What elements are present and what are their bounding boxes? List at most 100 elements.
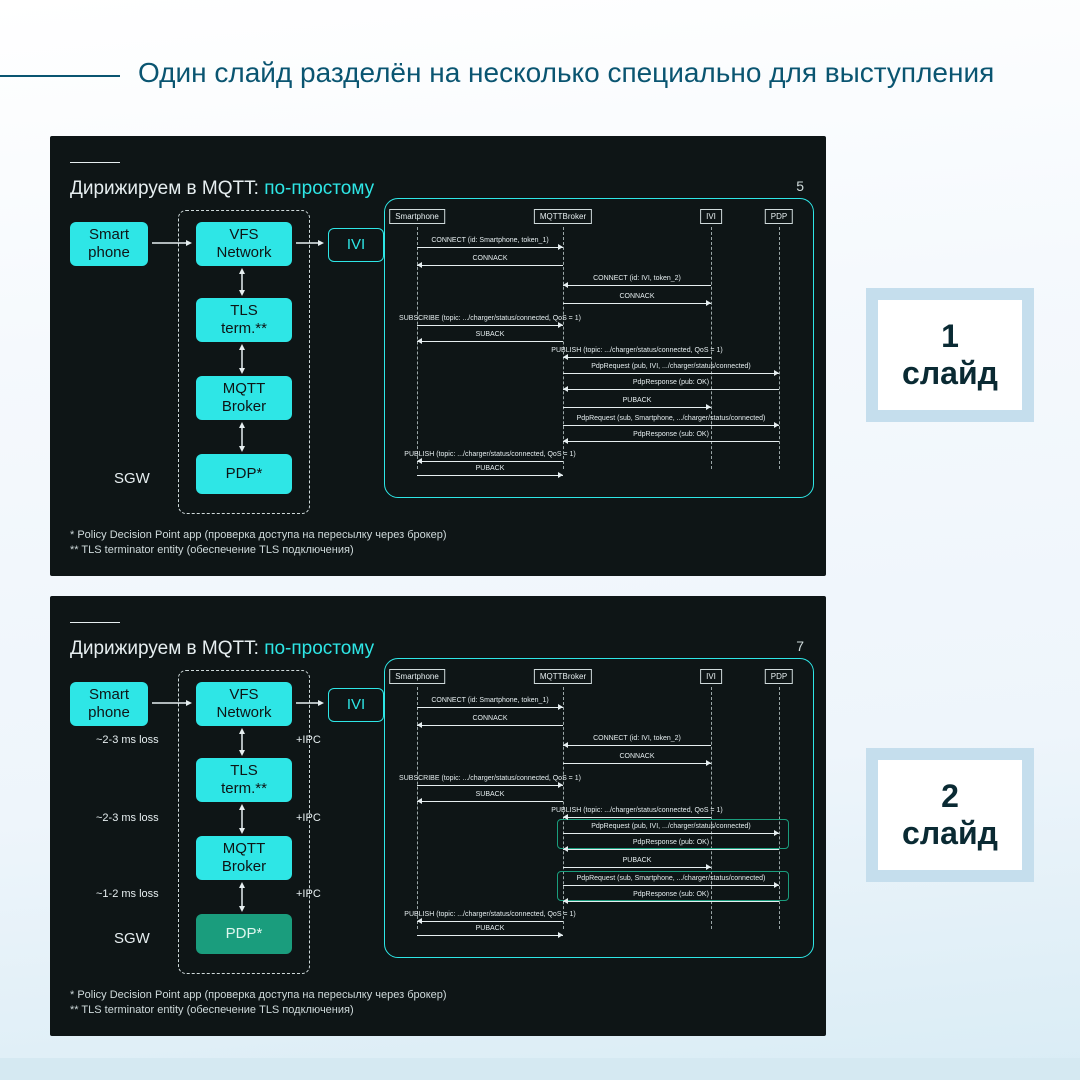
slide-page-number: 7	[796, 638, 804, 654]
flow-box-pdp: PDP*	[196, 914, 292, 954]
slide-title-accent: по-простому	[264, 638, 374, 659]
sequence-message: PdpResponse (pub: OK)	[563, 841, 779, 853]
sequence-message-label: PUBACK	[476, 465, 505, 472]
sequence-actor: Smartphone	[389, 669, 445, 684]
flow-arrow	[152, 696, 192, 714]
badge-slide-2: 2 слайд	[866, 748, 1034, 882]
flow-arrow	[236, 882, 248, 917]
footnotes: * Policy Decision Point app (проверка до…	[70, 528, 447, 558]
sequence-message-label: PdpResponse (pub: OK)	[633, 839, 709, 846]
sequence-message-label: SUBSCRIBE (topic: .../charger/status/con…	[399, 775, 581, 782]
sequence-message: CONNACK	[563, 755, 711, 767]
annotation-right: +IPC	[296, 812, 321, 824]
sequence-actor: PDP	[765, 669, 793, 684]
badge-slide-1: 1 слайд	[866, 288, 1034, 422]
sequence-message-label: PdpResponse (sub: OK)	[633, 891, 709, 898]
sequence-message-label: CONNACK	[472, 255, 507, 262]
page-title: Один слайд разделён на несколько специал…	[138, 57, 994, 89]
flow-arrow	[296, 696, 324, 714]
sequence-message: PdpResponse (sub: OK)	[563, 893, 779, 905]
flow-box-vfs: VFSNetwork	[196, 222, 292, 266]
sequence-message-label: PUBACK	[623, 857, 652, 864]
slide-title: Дирижируем в MQTT: по-простому	[70, 178, 374, 200]
badge-word: слайд	[902, 355, 998, 392]
sequence-message-label: CONNECT (id: Smartphone, token_1)	[431, 697, 548, 704]
flow-arrow	[236, 268, 248, 301]
sequence-message: PUBACK	[417, 927, 563, 939]
sequence-message-label: CONNECT (id: IVI, token_2)	[593, 735, 681, 742]
sequence-message-label: PUBLISH (topic: .../charger/status/conne…	[404, 911, 575, 918]
flow-box-ivi: IVI	[328, 688, 384, 722]
flow-box-pdp: PDP*	[196, 454, 292, 494]
sequence-message-label: CONNECT (id: IVI, token_2)	[593, 275, 681, 282]
sequence-message: PdpResponse (pub: OK)	[563, 381, 779, 393]
flow-arrow	[236, 344, 248, 379]
sequence-message: CONNACK	[417, 257, 563, 269]
sequence-diagram-slide-2: SmartphoneMQTTBrokerIVIPDPCONNECT (id: S…	[384, 658, 814, 958]
sequence-message-label: CONNACK	[472, 715, 507, 722]
slide-title-prefix: Дирижируем в MQTT:	[70, 178, 264, 199]
sequence-message-label: PdpRequest (sub, Smartphone, .../charger…	[577, 415, 766, 422]
sequence-message-label: PUBLISH (topic: .../charger/status/conne…	[551, 807, 722, 814]
sequence-message-label: PdpResponse (sub: OK)	[633, 431, 709, 438]
sequence-message: SUBACK	[417, 793, 563, 805]
sgw-label: SGW	[114, 930, 150, 947]
sequence-message: PUBLISH (topic: .../charger/status/conne…	[563, 349, 711, 361]
flow-box-smartphone: Smartphone	[70, 682, 148, 726]
slide-divider	[70, 622, 120, 623]
sgw-label: SGW	[114, 470, 150, 487]
sequence-message-label: PUBLISH (topic: .../charger/status/conne…	[551, 347, 722, 354]
footnote-line: ** TLS terminator entity (обеспечение TL…	[70, 543, 447, 558]
flow-arrow	[236, 728, 248, 761]
badge-number: 1	[941, 318, 959, 355]
annotation-left: ~1-2 ms loss	[96, 888, 159, 900]
sequence-actor: Smartphone	[389, 209, 445, 224]
sequence-message: CONNECT (id: IVI, token_2)	[563, 737, 711, 749]
sequence-message-label: CONNACK	[619, 753, 654, 760]
sequence-message: PdpRequest (sub, Smartphone, .../charger…	[563, 417, 779, 429]
footnote-line: * Policy Decision Point app (проверка до…	[70, 528, 447, 543]
sequence-message: SUBSCRIBE (topic: .../charger/status/con…	[417, 777, 563, 789]
sequence-message-label: CONNACK	[619, 293, 654, 300]
sequence-message-label: CONNECT (id: Smartphone, token_1)	[431, 237, 548, 244]
sequence-message: PUBACK	[563, 859, 711, 871]
sequence-message: SUBSCRIBE (topic: .../charger/status/con…	[417, 317, 563, 329]
sequence-message-label: PdpRequest (pub, IVI, .../charger/status…	[591, 823, 751, 830]
sequence-diagram-slide-1: SmartphoneMQTTBrokerIVIPDPCONNECT (id: S…	[384, 198, 814, 498]
sequence-message: PdpResponse (sub: OK)	[563, 433, 779, 445]
sequence-actor: IVI	[700, 669, 722, 684]
sequence-message-label: SUBACK	[476, 331, 505, 338]
header-divider-line	[0, 75, 120, 77]
footnotes: * Policy Decision Point app (проверка до…	[70, 988, 447, 1018]
sequence-message: SUBACK	[417, 333, 563, 345]
lifeline	[779, 227, 780, 469]
sequence-message: PdpRequest (sub, Smartphone, .../charger…	[563, 877, 779, 889]
sequence-message: CONNECT (id: Smartphone, token_1)	[417, 239, 563, 251]
flow-arrow	[152, 236, 192, 254]
annotation-right: +IPC	[296, 734, 321, 746]
sequence-message-label: SUBACK	[476, 791, 505, 798]
sequence-message-label: PUBACK	[476, 925, 505, 932]
flow-arrow	[296, 236, 324, 254]
flow-arrow	[236, 422, 248, 457]
sequence-message: PUBLISH (topic: .../charger/status/conne…	[563, 809, 711, 821]
flow-box-vfs: VFSNetwork	[196, 682, 292, 726]
slide-title-prefix: Дирижируем в MQTT:	[70, 638, 264, 659]
slide-card-1: Дирижируем в MQTT: по-простому 5 Smartph…	[50, 136, 826, 576]
sequence-message: CONNECT (id: Smartphone, token_1)	[417, 699, 563, 711]
badge-number: 2	[941, 778, 959, 815]
sequence-message-label: PUBACK	[623, 397, 652, 404]
sequence-message: PdpRequest (pub, IVI, .../charger/status…	[563, 365, 779, 377]
flow-arrow	[236, 804, 248, 839]
sequence-message: PUBACK	[563, 399, 711, 411]
annotation-left: ~2-3 ms loss	[96, 734, 159, 746]
footnote-line: ** TLS terminator entity (обеспечение TL…	[70, 1003, 447, 1018]
bottom-band	[0, 1058, 1080, 1080]
sequence-message: PdpRequest (pub, IVI, .../charger/status…	[563, 825, 779, 837]
slide-page-number: 5	[796, 178, 804, 194]
slide-title-accent: по-простому	[264, 178, 374, 199]
footnote-line: * Policy Decision Point app (проверка до…	[70, 988, 447, 1003]
flow-box-smartphone: Smartphone	[70, 222, 148, 266]
sequence-message-label: PdpResponse (pub: OK)	[633, 379, 709, 386]
sequence-message-label: PdpRequest (pub, IVI, .../charger/status…	[591, 363, 751, 370]
